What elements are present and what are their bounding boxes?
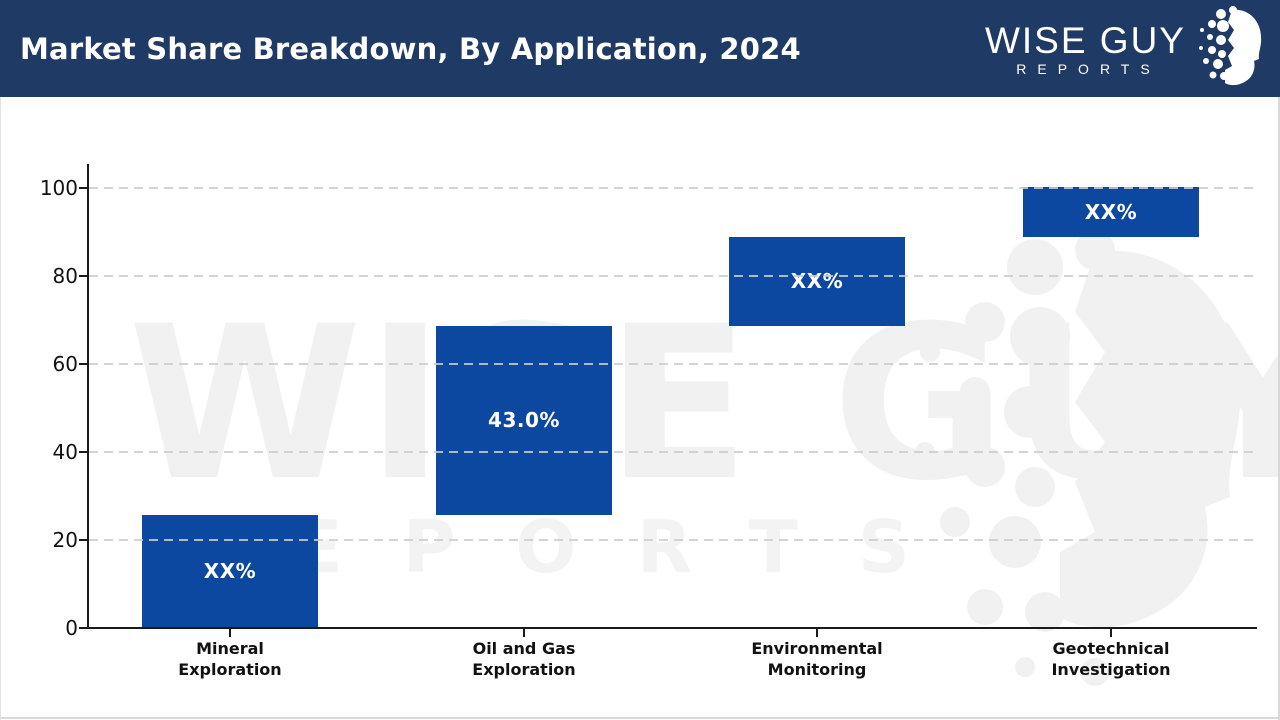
category-label-1: Mineral Exploration <box>120 639 340 681</box>
header-bar: Market Share Breakdown, By Application, … <box>0 0 1280 97</box>
page-border-left <box>0 97 1 720</box>
y-axis-tick-20: 20 <box>52 528 78 552</box>
bar-value-label: XX% <box>790 269 844 294</box>
y-axis-line <box>87 164 89 629</box>
chart-area: WISE GUY REPORTS XX% 43.0% XX% XX% 0 20 40 60 80… <box>0 97 1280 720</box>
bar-1: XX% <box>142 514 318 627</box>
head-profile-icon <box>1188 4 1266 94</box>
y-axis-tick-60: 60 <box>52 352 78 376</box>
category-line1: Mineral <box>196 639 264 658</box>
y-axis-tickmark-40 <box>79 451 87 453</box>
watermark-head-icon <box>845 212 1265 716</box>
category-line2: Exploration <box>472 659 576 679</box>
gridline-60 <box>89 363 1257 365</box>
x-axis-tickmark-3 <box>816 629 818 637</box>
category-label-3: Environmental Monitoring <box>707 639 927 681</box>
wise-guy-logo: WISE GUY REPORTS <box>985 4 1266 94</box>
y-axis-tick-40: 40 <box>52 440 78 464</box>
gridline-20 <box>89 539 1257 541</box>
category-line2: Investigation <box>1051 659 1171 679</box>
gridline-40 <box>89 451 1257 453</box>
bar-3: XX% <box>729 237 905 326</box>
bar-2: 43.0% <box>436 325 612 515</box>
gridline-80 <box>89 275 1257 277</box>
x-axis-tickmark-1 <box>229 629 231 637</box>
y-axis-tick-80: 80 <box>52 264 78 288</box>
category-line1: Oil and Gas <box>472 639 576 658</box>
y-axis-tickmark-60 <box>79 363 87 365</box>
gridline-100 <box>89 187 1257 189</box>
y-axis-tickmark-80 <box>79 275 87 277</box>
category-label-2: Oil and Gas Exploration <box>414 639 634 681</box>
category-line2: Monitoring <box>767 659 867 679</box>
page-border-bottom <box>0 717 1280 719</box>
logo-sub-text: REPORTS <box>1016 60 1161 77</box>
category-line1: Geotechnical <box>1052 639 1170 658</box>
bar-4: XX% <box>1023 187 1199 238</box>
x-axis-line <box>87 627 1257 629</box>
y-axis-tick-100: 100 <box>39 176 78 200</box>
category-line1: Environmental <box>751 639 883 658</box>
y-axis-tickmark-0 <box>79 627 87 629</box>
page-border-right <box>1278 97 1280 720</box>
bar-value-label: XX% <box>1084 200 1138 225</box>
x-axis-tickmark-2 <box>523 629 525 637</box>
x-axis-tickmark-4 <box>1110 629 1112 637</box>
y-axis-tickmark-100 <box>79 187 87 189</box>
y-axis-tickmark-20 <box>79 539 87 541</box>
bar-value-label: 43.0% <box>488 408 560 433</box>
bar-value-label: XX% <box>203 558 257 583</box>
logo-text: WISE GUY REPORTS <box>985 22 1186 76</box>
y-axis-tick-0: 0 <box>65 616 78 640</box>
page-title: Market Share Breakdown, By Application, … <box>20 31 801 66</box>
category-line2: Exploration <box>178 659 282 679</box>
logo-brand-text: WISE GUY <box>984 19 1186 61</box>
category-label-4: Geotechnical Investigation <box>1001 639 1221 681</box>
